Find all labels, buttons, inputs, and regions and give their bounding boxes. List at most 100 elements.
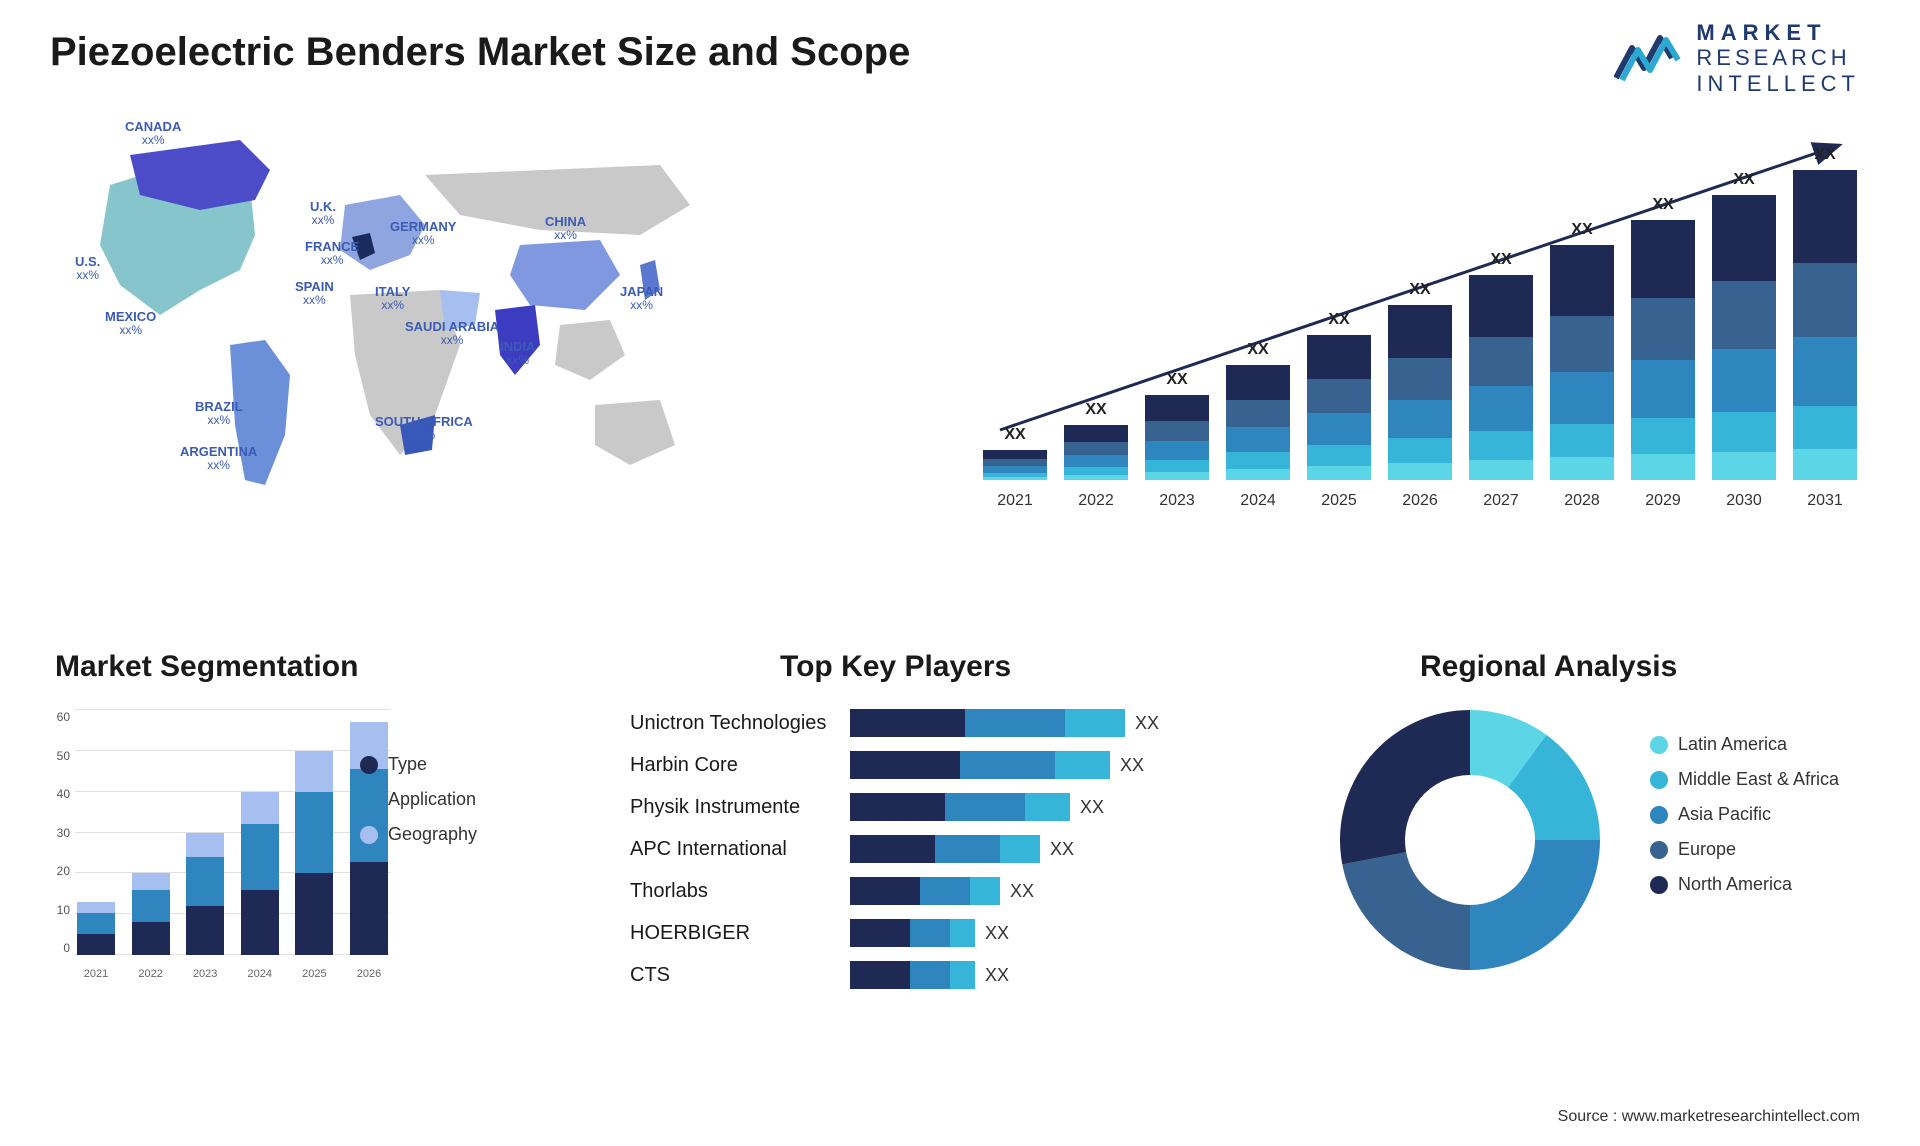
player-seg — [850, 835, 935, 863]
map-label-france: FRANCExx% — [305, 240, 359, 267]
forecast-seg — [1226, 452, 1290, 468]
forecast-seg — [1388, 305, 1452, 358]
forecast-seg — [1469, 337, 1533, 386]
legend-dot — [360, 791, 378, 809]
player-row: Harbin CoreXX — [630, 746, 1230, 784]
map-label-germany: GERMANYxx% — [390, 220, 456, 247]
donut-seg — [1470, 840, 1600, 970]
forecast-seg — [1226, 365, 1290, 400]
player-row: CTSXX — [630, 956, 1230, 994]
forecast-seg — [1388, 358, 1452, 400]
forecast-seg — [1631, 360, 1695, 417]
player-value: XX — [985, 923, 1009, 944]
logo-icon — [1614, 28, 1684, 88]
legend-label: Europe — [1678, 839, 1736, 860]
regional-donut — [1330, 700, 1610, 980]
forecast-seg — [983, 450, 1047, 459]
seg-segment — [241, 792, 279, 825]
forecast-seg — [1388, 400, 1452, 439]
segmentation-chart: 6050403020100 202120222023202420252026 — [40, 700, 390, 980]
seg-segment — [77, 913, 115, 934]
player-bar — [850, 709, 1125, 737]
forecast-stacked-chart: XXXXXXXXXXXXXXXXXXXXXX 20212022202320242… — [980, 130, 1860, 510]
forecast-seg — [1145, 441, 1209, 460]
forecast-seg — [1631, 454, 1695, 480]
forecast-seg — [1631, 298, 1695, 360]
forecast-seg — [1712, 195, 1776, 281]
map-label-argentina: ARGENTINAxx% — [180, 445, 257, 472]
seg-segment — [295, 751, 333, 792]
seg-ytick: 40 — [40, 787, 70, 801]
seg-segment — [186, 906, 224, 955]
forecast-seg — [1712, 349, 1776, 412]
seg-ytick: 20 — [40, 864, 70, 878]
legend-label: Type — [388, 754, 427, 775]
player-value: XX — [1120, 755, 1144, 776]
forecast-year-label: 2028 — [1547, 492, 1617, 510]
player-seg — [970, 877, 1000, 905]
forecast-seg — [1550, 245, 1614, 316]
forecast-bar-2030: XX — [1709, 171, 1779, 480]
forecast-seg — [1064, 475, 1128, 481]
source-text: Source : www.marketresearchintellect.com — [1558, 1108, 1860, 1126]
regional-legend: Latin AmericaMiddle East & AfricaAsia Pa… — [1650, 720, 1839, 909]
forecast-seg — [1388, 438, 1452, 463]
forecast-seg — [1307, 335, 1371, 379]
player-bar — [850, 835, 1040, 863]
forecast-year-label: 2025 — [1304, 492, 1374, 510]
map-label-china: CHINAxx% — [545, 215, 586, 242]
forecast-seg — [1307, 379, 1371, 414]
forecast-year-label: 2022 — [1061, 492, 1131, 510]
legend-dot — [1650, 736, 1668, 754]
seg-bar-2022 — [130, 873, 172, 955]
legend-label: Application — [388, 789, 476, 810]
seg-ytick: 30 — [40, 826, 70, 840]
player-bar — [850, 793, 1070, 821]
forecast-seg — [1064, 455, 1128, 467]
legend-dot — [1650, 771, 1668, 789]
forecast-seg — [1307, 466, 1371, 481]
map-region-cn — [510, 240, 620, 310]
legend-dot — [1650, 806, 1668, 824]
seg-ytick: 10 — [40, 903, 70, 917]
seg-legend-item: Application — [360, 789, 477, 810]
player-row: ThorlabsXX — [630, 872, 1230, 910]
seg-segment — [132, 890, 170, 923]
player-seg — [960, 751, 1055, 779]
forecast-value-label: XX — [1814, 146, 1835, 164]
map-label-india: INDIAxx% — [500, 340, 535, 367]
forecast-seg — [1145, 472, 1209, 481]
forecast-seg — [1145, 460, 1209, 472]
region-legend-item: Latin America — [1650, 734, 1839, 755]
brand-logo: MARKET RESEARCH INTELLECT — [1614, 20, 1860, 96]
forecast-bar-2031: XX — [1790, 146, 1860, 480]
player-name: Unictron Technologies — [630, 712, 850, 735]
forecast-seg — [1550, 457, 1614, 481]
forecast-seg — [1793, 406, 1857, 449]
forecast-seg — [1226, 400, 1290, 428]
player-seg — [950, 919, 975, 947]
forecast-value-label: XX — [1247, 341, 1268, 359]
forecast-seg — [1145, 395, 1209, 421]
page-title: Piezoelectric Benders Market Size and Sc… — [50, 30, 910, 75]
forecast-seg — [1793, 263, 1857, 337]
player-row: APC InternationalXX — [630, 830, 1230, 868]
region-legend-item: Europe — [1650, 839, 1839, 860]
map-label-saudi-arabia: SAUDI ARABIAxx% — [405, 320, 499, 347]
forecast-bar-2028: XX — [1547, 221, 1617, 480]
seg-year-label: 2025 — [293, 968, 335, 980]
map-region-sea — [555, 320, 625, 380]
player-value: XX — [1135, 713, 1159, 734]
forecast-seg — [1064, 442, 1128, 455]
map-label-canada: CANADAxx% — [125, 120, 181, 147]
player-value: XX — [1010, 881, 1034, 902]
seg-segment — [132, 873, 170, 889]
forecast-bar-2025: XX — [1304, 311, 1374, 480]
seg-bar-2024 — [239, 792, 281, 955]
player-seg — [1000, 835, 1040, 863]
legend-dot — [360, 826, 378, 844]
segmentation-legend: TypeApplicationGeography — [360, 740, 477, 859]
forecast-value-label: XX — [1004, 426, 1025, 444]
forecast-seg — [1226, 469, 1290, 481]
forecast-seg — [1469, 431, 1533, 460]
